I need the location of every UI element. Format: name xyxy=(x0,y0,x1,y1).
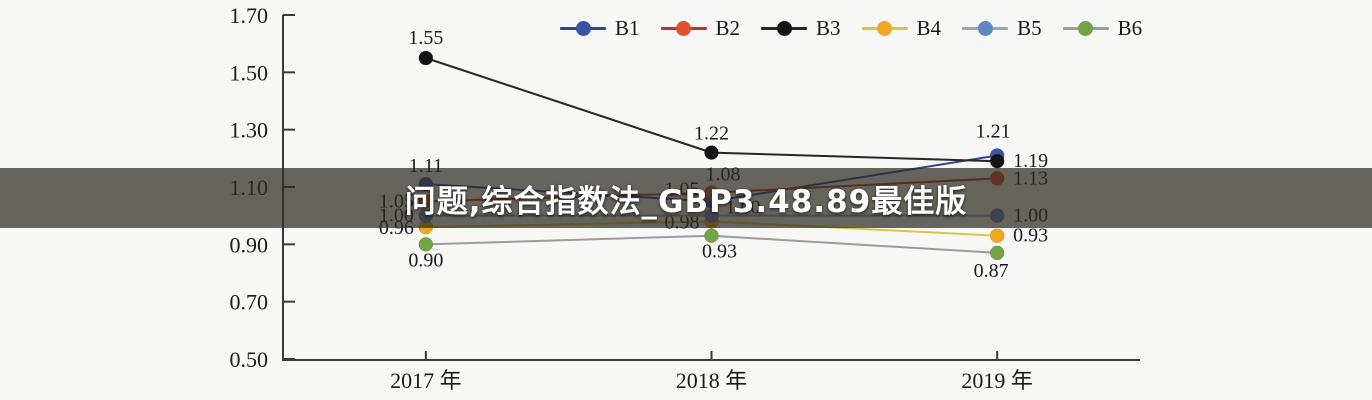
legend-label: B4 xyxy=(916,16,942,40)
x-tick-label: 2017 年 xyxy=(390,368,462,393)
watermark-banner: 问题,综合指数法_GBP3.48.89最佳版 xyxy=(0,168,1372,228)
y-tick-label: 1.50 xyxy=(230,60,269,85)
x-tick-label: 2018 年 xyxy=(676,368,748,393)
legend-label: B5 xyxy=(1017,16,1042,40)
x-tick-label: 2019 年 xyxy=(961,368,1033,393)
legend-label: B6 xyxy=(1117,16,1143,40)
data-label-B3: 1.22 xyxy=(694,123,729,145)
legend-label: B2 xyxy=(715,16,741,40)
legend-marker-icon xyxy=(962,21,1009,36)
legend-label: B3 xyxy=(816,16,841,40)
data-label-B1: 1.21 xyxy=(976,120,1011,142)
legend-marker-icon xyxy=(861,21,908,36)
data-point-B6 xyxy=(989,245,1005,261)
data-point-B6 xyxy=(704,228,719,243)
legend-marker-icon xyxy=(761,21,808,36)
legend-marker-icon xyxy=(560,21,606,36)
data-point-B3 xyxy=(418,50,434,66)
data-point-B3 xyxy=(704,145,719,160)
data-label-B6: 0.87 xyxy=(974,260,1009,282)
legend-marker-icon xyxy=(660,21,707,36)
legend-marker-icon xyxy=(1062,21,1109,36)
watermark-text: 问题,综合指数法_GBP3.48.89最佳版 xyxy=(404,183,968,220)
data-label-B6: 0.90 xyxy=(408,249,443,271)
data-label-B6: 0.93 xyxy=(702,241,737,263)
data-label-B4: 0.93 xyxy=(1013,225,1048,247)
data-label-B3: 1.19 xyxy=(1013,150,1048,172)
y-tick-label: 0.70 xyxy=(230,290,269,315)
legend-item-B1: B1 xyxy=(560,18,640,39)
data-label-B3: 1.55 xyxy=(408,27,443,49)
y-tick-label: 0.90 xyxy=(230,232,269,257)
data-point-B4 xyxy=(989,228,1005,243)
y-tick-label: 0.50 xyxy=(230,347,269,372)
y-tick-label: 1.30 xyxy=(230,118,269,143)
chart-legend: B1 B2 B3 B4 B5 B6 xyxy=(560,18,1142,39)
legend-item-B5: B5 xyxy=(962,18,1042,39)
legend-item-B6: B6 xyxy=(1062,16,1143,40)
legend-item-B3: B3 xyxy=(761,18,841,39)
data-point-B3 xyxy=(989,153,1005,169)
data-point-B6 xyxy=(418,237,434,252)
y-tick-label: 1.70 xyxy=(230,3,269,28)
legend-item-B2: B2 xyxy=(660,16,741,40)
legend-label: B1 xyxy=(615,16,640,40)
legend-item-B4: B4 xyxy=(861,16,942,40)
